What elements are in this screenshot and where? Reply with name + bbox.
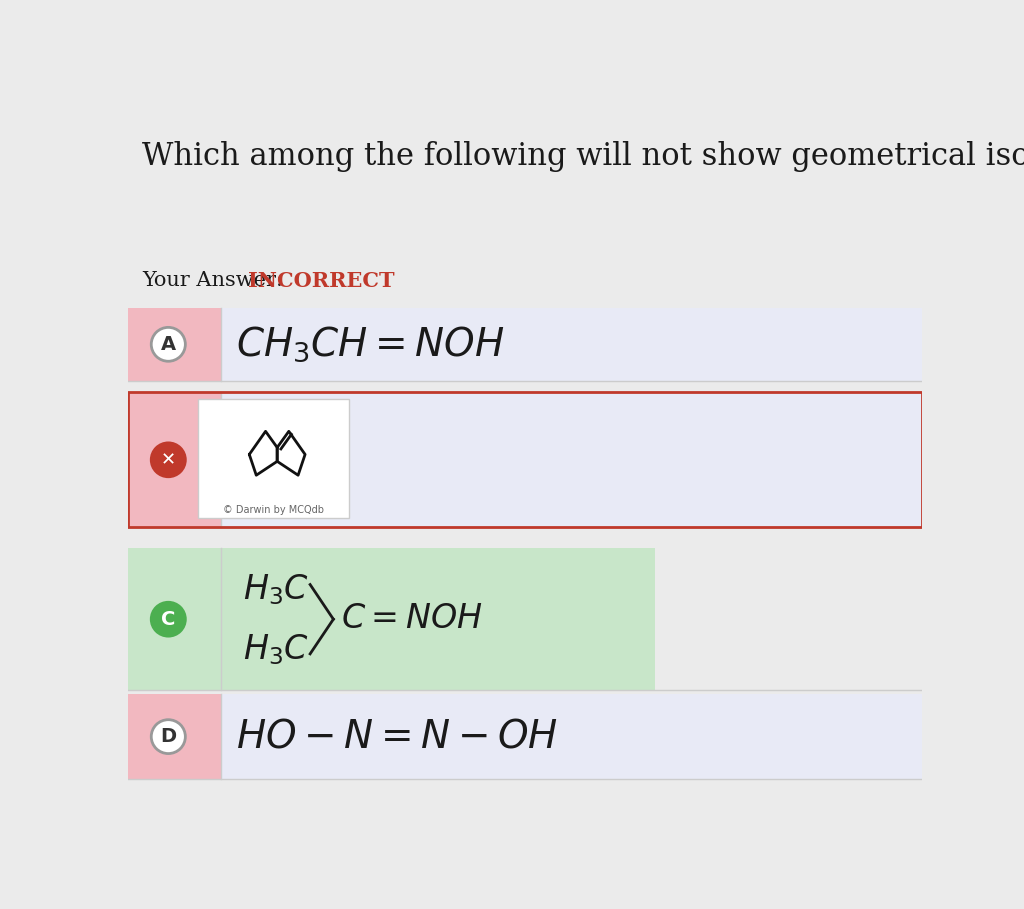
- Circle shape: [152, 720, 185, 754]
- Bar: [221, 694, 922, 779]
- Text: $\mathit{C}H_3\mathit{C}H = NOH$: $\mathit{C}H_3\mathit{C}H = NOH$: [237, 325, 505, 365]
- Text: C: C: [161, 610, 175, 629]
- Text: Your Answer:: Your Answer:: [142, 271, 283, 290]
- Text: $H_3C$: $H_3C$: [243, 573, 309, 607]
- Text: ✕: ✕: [161, 451, 176, 469]
- Bar: [221, 548, 655, 691]
- Text: $C = NOH$: $C = NOH$: [341, 604, 483, 635]
- Bar: [221, 308, 922, 381]
- Bar: [198, 399, 349, 518]
- Bar: [128, 548, 221, 691]
- Bar: [128, 694, 221, 779]
- Bar: [128, 308, 221, 381]
- Circle shape: [152, 443, 185, 476]
- Text: $HO - N = N - OH$: $HO - N = N - OH$: [237, 718, 558, 755]
- Bar: [128, 393, 922, 527]
- Bar: [221, 393, 922, 527]
- Text: © Darwin by MCQdb: © Darwin by MCQdb: [223, 504, 324, 514]
- Text: INCORRECT: INCORRECT: [248, 271, 394, 291]
- Bar: [128, 393, 221, 527]
- Text: A: A: [161, 335, 176, 354]
- Circle shape: [152, 327, 185, 361]
- Text: $H_3C$: $H_3C$: [243, 633, 309, 667]
- Text: D: D: [160, 727, 176, 746]
- Text: Which among the following will not show geometrical isomerism?: Which among the following will not show …: [142, 142, 1024, 173]
- Circle shape: [152, 603, 185, 636]
